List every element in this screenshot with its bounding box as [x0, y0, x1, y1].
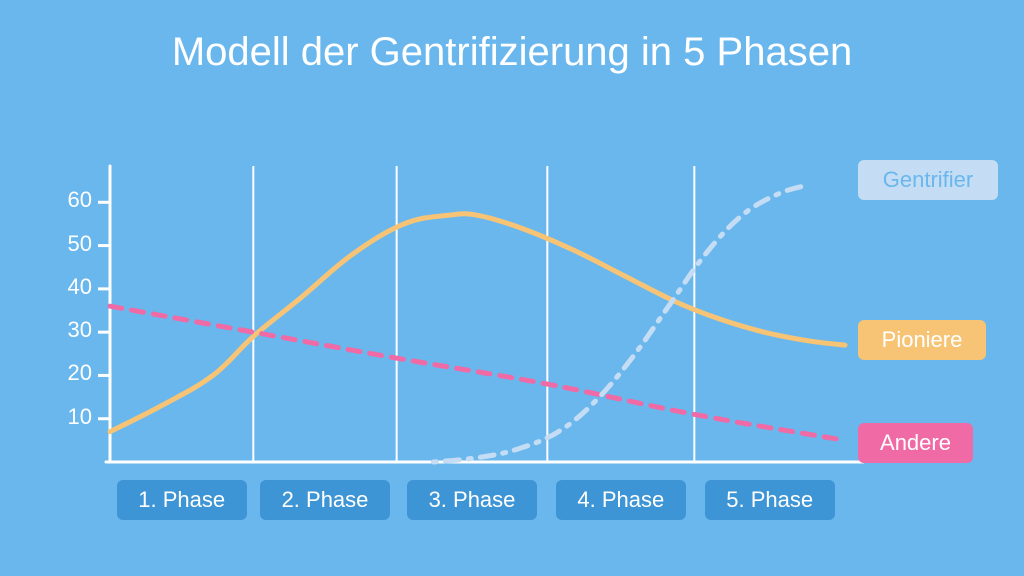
phase-pill-2: 2. Phase	[260, 480, 390, 520]
y-tick-label: 10	[68, 404, 92, 430]
chart-canvas: Modell der Gentrifizierung in 5 Phasen 1…	[0, 0, 1024, 576]
phase-pill-1: 1. Phase	[117, 480, 247, 520]
y-tick-label: 20	[68, 360, 92, 386]
phase-pill-5: 5. Phase	[705, 480, 835, 520]
legend-andere: Andere	[858, 423, 973, 463]
legend-pioniere: Pioniere	[858, 320, 986, 360]
series-pioniere	[110, 214, 845, 432]
series-gentrifier	[433, 185, 808, 462]
y-tick-label: 50	[68, 231, 92, 257]
y-tick-label: 40	[68, 274, 92, 300]
y-tick-label: 60	[68, 187, 92, 213]
phase-pill-3: 3. Phase	[407, 480, 537, 520]
legend-gentrifier: Gentrifier	[858, 160, 998, 200]
y-tick-label: 30	[68, 317, 92, 343]
phase-pill-4: 4. Phase	[556, 480, 686, 520]
